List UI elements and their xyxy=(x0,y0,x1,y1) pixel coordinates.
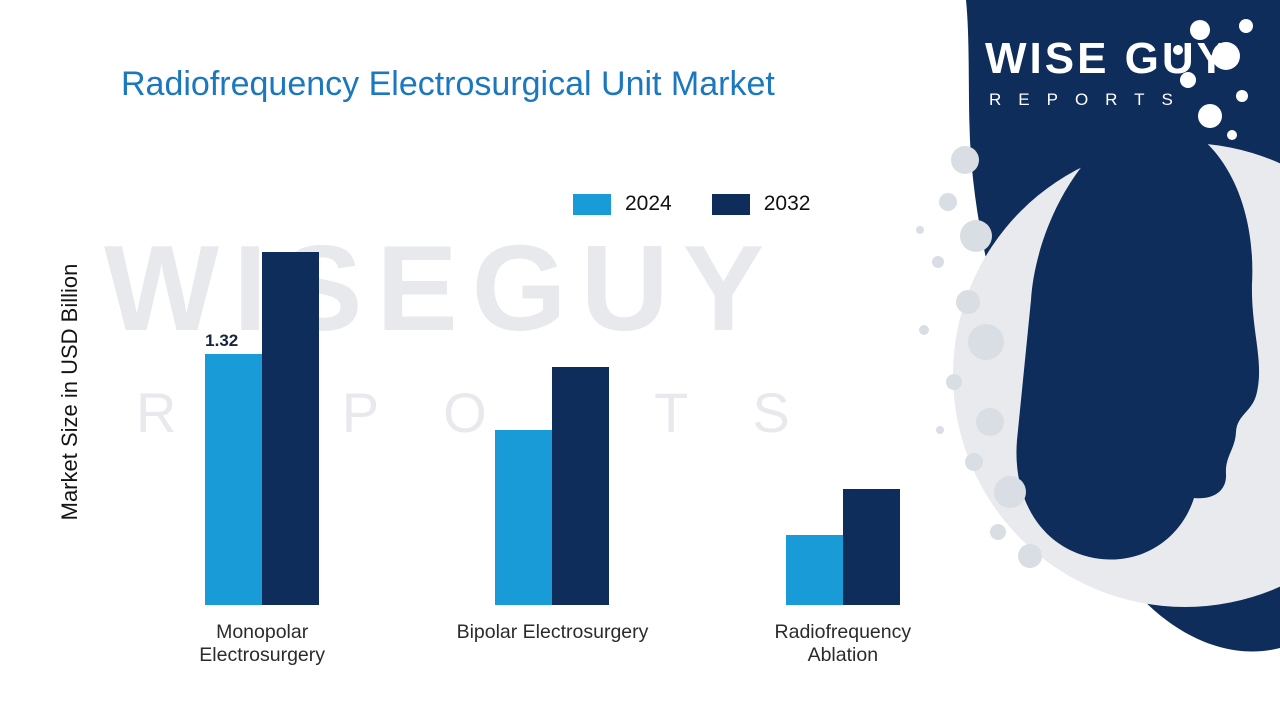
bar-groups: 1.32 Monopolar Electrosurgery Bipolar Elec… xyxy=(117,215,988,667)
logo-wiseguy-text: WISE GUY xyxy=(985,34,1230,83)
head-dots xyxy=(1173,19,1253,140)
bars-row xyxy=(785,215,900,605)
wiseguy-logo: WISE GUY REPORTS xyxy=(985,34,1229,110)
page-title: Radiofrequency Electrosurgical Unit Mark… xyxy=(121,64,775,103)
legend-item-2024: 2024 xyxy=(573,192,672,216)
bars-row xyxy=(495,215,610,605)
face-profile xyxy=(1016,117,1260,560)
bar-wrap: 1.32 xyxy=(205,331,263,605)
chart-legend: 2024 2032 xyxy=(573,192,810,216)
legend-swatch-2032 xyxy=(711,193,750,215)
bar-wrap xyxy=(262,252,320,605)
bar-wrap xyxy=(785,535,843,605)
edge-dots xyxy=(916,146,1042,568)
bar-2024-bipolar-electrosurgery xyxy=(495,430,553,605)
bar-2024-radiofrequency-ablation xyxy=(785,535,843,605)
bar-wrap xyxy=(842,489,900,605)
bar-2032-monopolar-electrosurgery xyxy=(262,252,320,605)
bar-group-monopolar-electrosurgery: 1.32 Monopolar Electrosurgery xyxy=(117,215,407,667)
category-label: Monopolar Electrosurgery xyxy=(199,621,326,666)
bar-value-label: 1.32 xyxy=(205,331,239,350)
legend-swatch-2024 xyxy=(573,193,611,215)
legend-label-2032: 2032 xyxy=(763,192,811,215)
y-axis-label: Market Size in USD Billion xyxy=(57,263,82,521)
bar-wrap xyxy=(495,430,553,605)
watermark-wiseguy: WISEGUY xyxy=(104,220,779,356)
legend-item-2032: 2032 xyxy=(711,192,811,216)
bar-group-radiofrequency-ablation: Radiofrequency Ablation xyxy=(698,215,988,667)
category-label: Radiofrequency Ablation xyxy=(774,621,912,666)
bar-2032-radiofrequency-ablation xyxy=(842,489,900,605)
bar-wrap xyxy=(552,367,610,605)
brand-graphic xyxy=(916,0,1280,652)
bar-group-bipolar-electrosurgery: Bipolar Electrosurgery xyxy=(407,215,697,667)
bars-row: 1.32 xyxy=(205,215,320,605)
bar-2032-bipolar-electrosurgery xyxy=(552,367,610,605)
logo-reports-text: REPORTS xyxy=(989,90,1190,109)
bar-2024-monopolar-electrosurgery xyxy=(205,354,263,605)
legend-label-2024: 2024 xyxy=(625,192,672,215)
category-label: Bipolar Electrosurgery xyxy=(456,621,649,643)
